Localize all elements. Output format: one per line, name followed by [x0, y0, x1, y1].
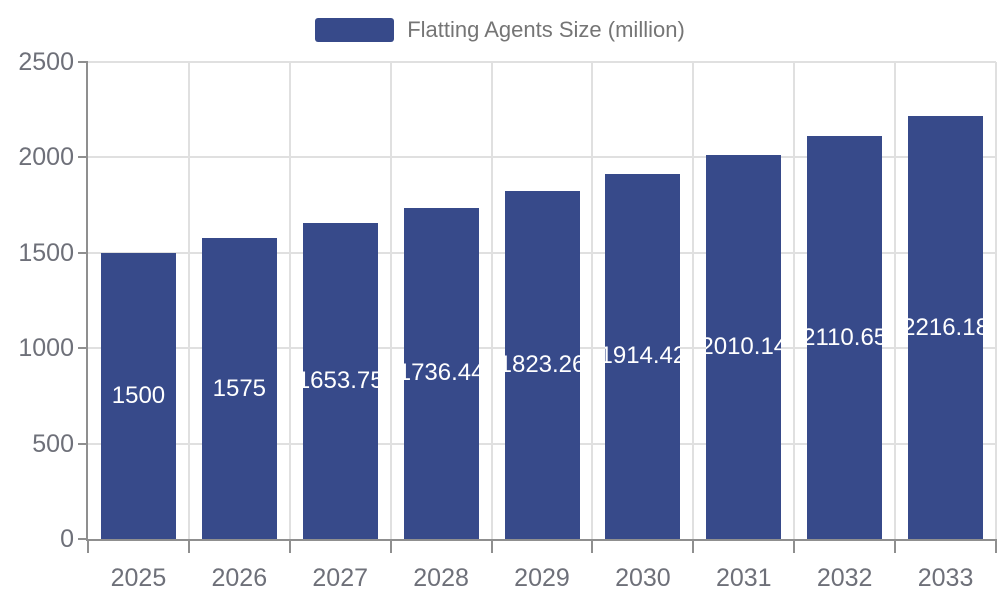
x-axis-line — [86, 539, 996, 541]
y-tick-label: 1500 — [18, 238, 74, 267]
bar: 1653.75 — [302, 223, 378, 539]
y-tick-label: 2000 — [18, 143, 74, 172]
v-gridline — [389, 62, 392, 539]
bar-value-label: 1823.26 — [504, 351, 580, 379]
bar: 1823.26 — [504, 191, 580, 539]
v-gridline — [288, 62, 291, 539]
bar-value-label: 1575 — [212, 374, 267, 402]
y-tick — [78, 347, 88, 350]
x-tick — [591, 539, 594, 553]
v-gridline — [995, 62, 997, 539]
y-tick — [78, 156, 88, 159]
x-tick — [187, 539, 190, 553]
v-gridline — [692, 62, 695, 539]
x-tick-label: 2027 — [312, 564, 369, 592]
bar: 1914.42 — [605, 173, 681, 539]
v-gridline — [894, 62, 897, 539]
bar: 2216.18 — [908, 116, 984, 539]
bar: 1500 — [100, 252, 176, 539]
x-tick-label: 2026 — [211, 564, 268, 592]
y-axis-line — [86, 62, 88, 541]
x-tick — [288, 539, 291, 553]
h-gridline — [88, 61, 996, 63]
x-tick — [995, 539, 997, 553]
x-tick-label: 2032 — [816, 564, 873, 592]
y-tick — [78, 538, 88, 540]
x-tick-label: 2030 — [615, 564, 671, 592]
x-tick — [894, 539, 897, 553]
x-tick — [87, 539, 89, 553]
x-tick-label: 2029 — [514, 564, 570, 592]
v-gridline — [591, 62, 594, 539]
y-tick — [78, 61, 88, 63]
x-tick — [692, 539, 695, 553]
bar-value-label: 1914.42 — [605, 342, 681, 370]
legend-swatch — [315, 18, 395, 42]
y-tick — [78, 442, 88, 445]
v-gridline — [490, 62, 493, 539]
v-gridline — [187, 62, 190, 539]
bar-value-label: 1736.44 — [403, 359, 479, 387]
x-tick — [389, 539, 392, 553]
y-tick-label: 1000 — [18, 334, 74, 363]
bar-value-label: 2216.18 — [908, 313, 984, 341]
bar-value-label: 2010.14 — [706, 333, 782, 361]
h-gridline — [88, 156, 996, 159]
x-tick-label: 2025 — [110, 564, 167, 592]
bar: 2110.65 — [807, 136, 883, 539]
y-tick-label: 0 — [60, 525, 74, 553]
legend-label: Flatting Agents Size (million) — [407, 17, 685, 42]
bar-value-label: 2110.65 — [807, 323, 883, 351]
bar: 2010.14 — [706, 155, 782, 539]
y-tick-label: 500 — [32, 429, 74, 458]
bar-value-label: 1500 — [111, 381, 166, 409]
v-gridline — [793, 62, 796, 539]
bar: 1575 — [201, 238, 277, 539]
legend-item[interactable]: Flatting Agents Size (million) — [0, 18, 1000, 42]
x-tick-label: 2028 — [413, 564, 469, 592]
bar: 1736.44 — [403, 207, 479, 539]
x-tick-label: 2031 — [715, 564, 772, 592]
x-tick — [490, 539, 493, 553]
bar-value-label: 1653.75 — [302, 367, 378, 395]
y-tick-label: 2500 — [18, 48, 74, 76]
x-tick-label: 2033 — [917, 564, 974, 592]
x-tick — [793, 539, 796, 553]
y-tick — [78, 251, 88, 254]
